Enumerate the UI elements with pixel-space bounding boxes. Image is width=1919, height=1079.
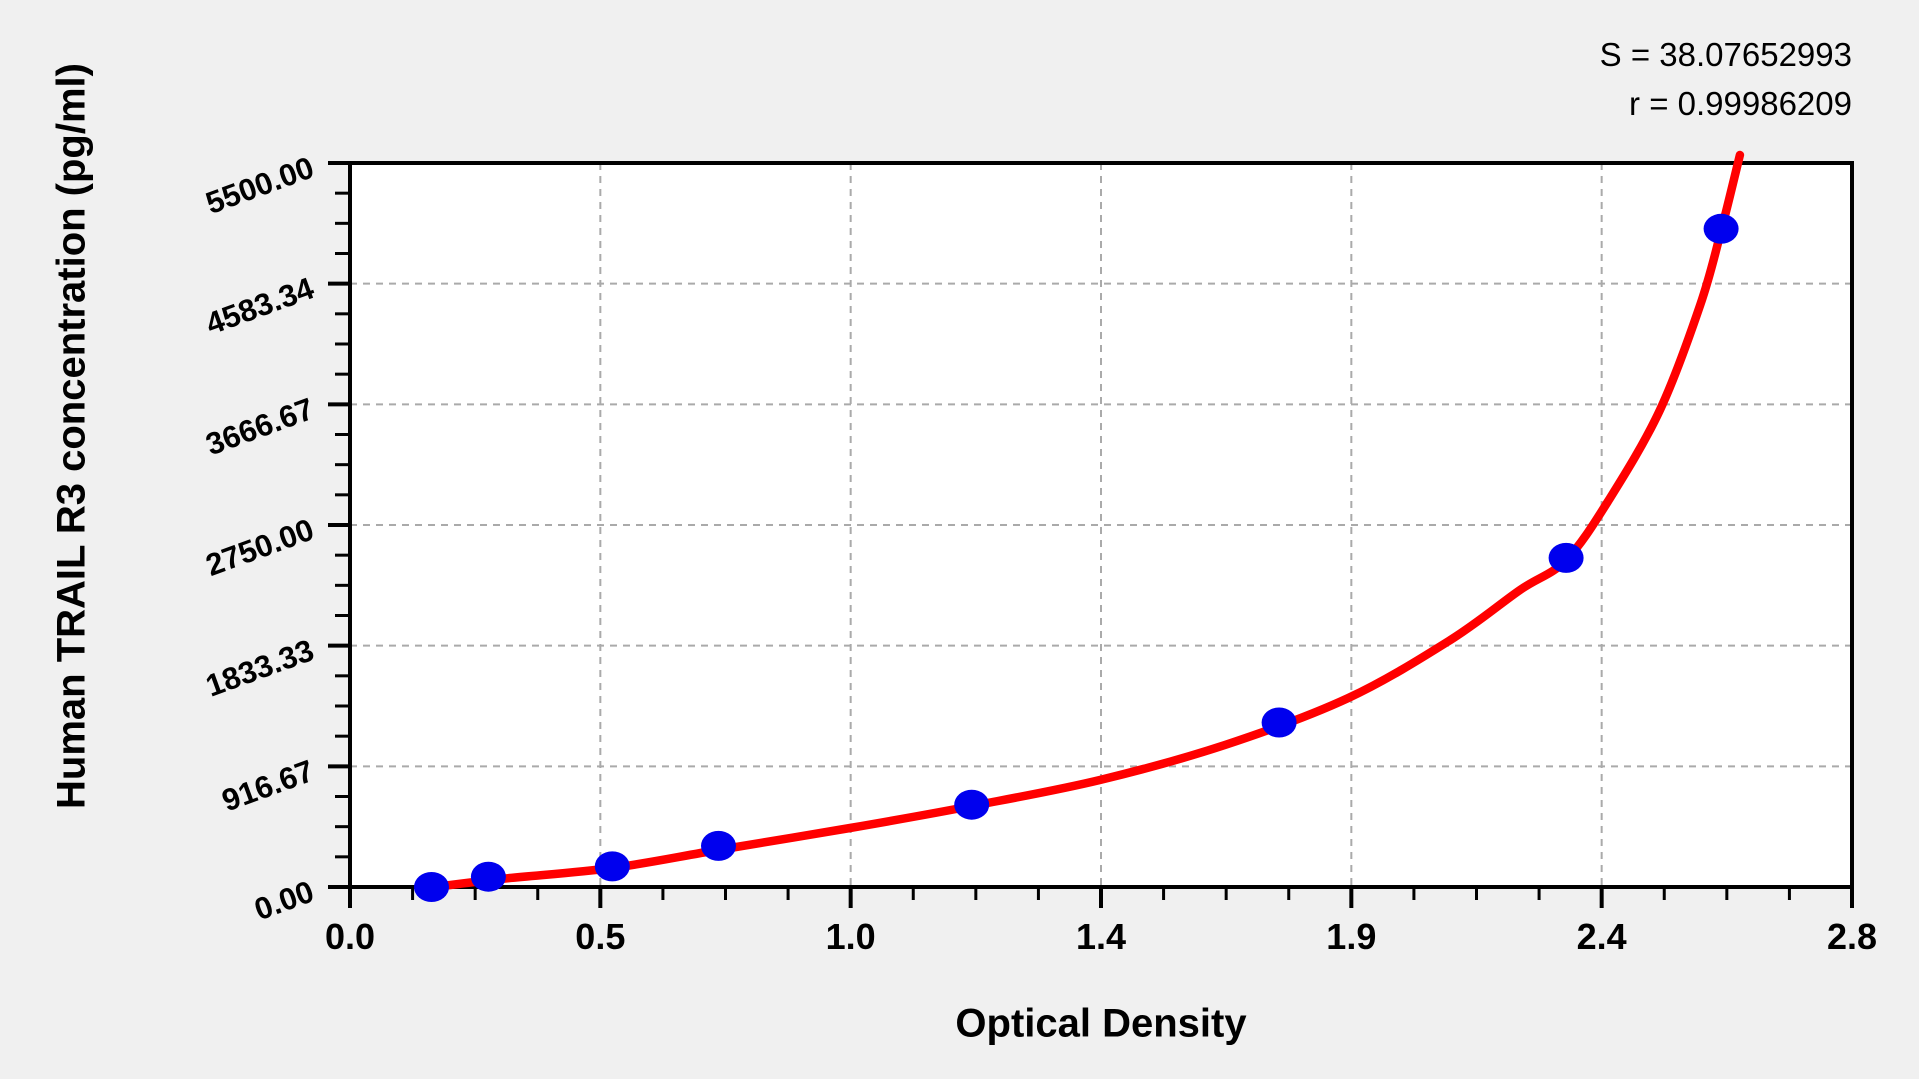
y-tick-label: 2750.00 bbox=[201, 512, 318, 583]
y-tick-label: 3666.67 bbox=[201, 391, 318, 462]
stat-correlation: r = 0.99986209 bbox=[1629, 85, 1852, 122]
x-tick-label: 0.5 bbox=[575, 916, 625, 957]
data-point bbox=[701, 830, 736, 861]
data-point bbox=[1548, 542, 1584, 573]
y-tick-label: 4583.34 bbox=[201, 270, 319, 341]
data-point bbox=[414, 872, 449, 902]
data-point bbox=[1261, 707, 1297, 738]
x-tick-label: 1.4 bbox=[1076, 916, 1126, 957]
x-tick-label: 0.0 bbox=[325, 916, 375, 957]
x-tick-label: 1.0 bbox=[826, 916, 876, 957]
x-tick-label: 2.8 bbox=[1827, 916, 1877, 957]
y-tick-label: 916.67 bbox=[217, 753, 318, 818]
data-point bbox=[1703, 213, 1739, 244]
y-tick-label: 5500.00 bbox=[201, 150, 318, 221]
stat-standard-error: S = 38.07652993 bbox=[1599, 36, 1852, 73]
data-point bbox=[594, 851, 630, 882]
x-tick-label: 2.4 bbox=[1577, 916, 1627, 957]
y-tick-label: 0.00 bbox=[250, 874, 319, 928]
data-point bbox=[954, 789, 990, 820]
data-point bbox=[470, 861, 506, 892]
x-tick-label: 1.9 bbox=[1326, 916, 1376, 957]
y-tick-label: 1833.33 bbox=[201, 632, 318, 703]
x-axis-title: Optical Density bbox=[955, 1001, 1247, 1046]
fit-statistics: S = 38.07652993 r = 0.99986209 bbox=[1600, 30, 1852, 128]
